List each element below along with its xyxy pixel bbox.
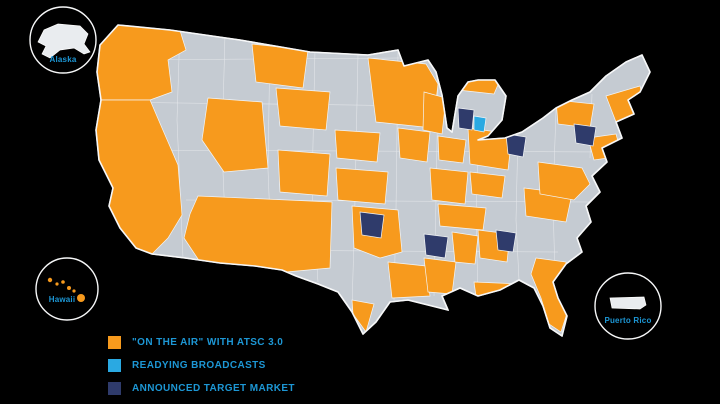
on-air-regions xyxy=(96,25,647,333)
puerto-rico-silhouette xyxy=(609,296,647,310)
puerto-rico-inset: Puerto Rico xyxy=(594,272,662,340)
puerto-rico-label: Puerto Rico xyxy=(604,316,651,325)
legend-swatch-announced xyxy=(108,382,121,395)
legend-label-announced: ANNOUNCED TARGET MARKET xyxy=(132,383,295,394)
us-outline xyxy=(95,24,651,337)
legend-item-readying: READYING BROADCASTS xyxy=(108,359,295,372)
alaska-inset: Alaska xyxy=(29,6,97,74)
legend-swatch-on-air xyxy=(108,336,121,349)
hawaii-label: Hawaii xyxy=(49,295,76,304)
legend-swatch-readying xyxy=(108,359,121,372)
legend: "ON THE AIR" WITH ATSC 3.0 READYING BROA… xyxy=(108,336,295,404)
announced-regions xyxy=(359,107,597,259)
legend-item-on-air: "ON THE AIR" WITH ATSC 3.0 xyxy=(108,336,295,349)
readying-regions xyxy=(473,115,487,133)
puerto-rico-inset-circle xyxy=(594,272,662,340)
alaska-inset-circle xyxy=(29,6,97,74)
legend-label-readying: READYING BROADCASTS xyxy=(132,360,266,371)
hawaii-inset: Hawaii xyxy=(35,257,99,321)
alaska-silhouette xyxy=(37,23,91,59)
legend-item-announced: ANNOUNCED TARGET MARKET xyxy=(108,382,295,395)
alaska-label: Alaska xyxy=(50,55,77,64)
hawaii-inset-circle xyxy=(35,257,99,321)
legend-label-on-air: "ON THE AIR" WITH ATSC 3.0 xyxy=(132,337,284,348)
hawaii-islands xyxy=(47,277,85,302)
